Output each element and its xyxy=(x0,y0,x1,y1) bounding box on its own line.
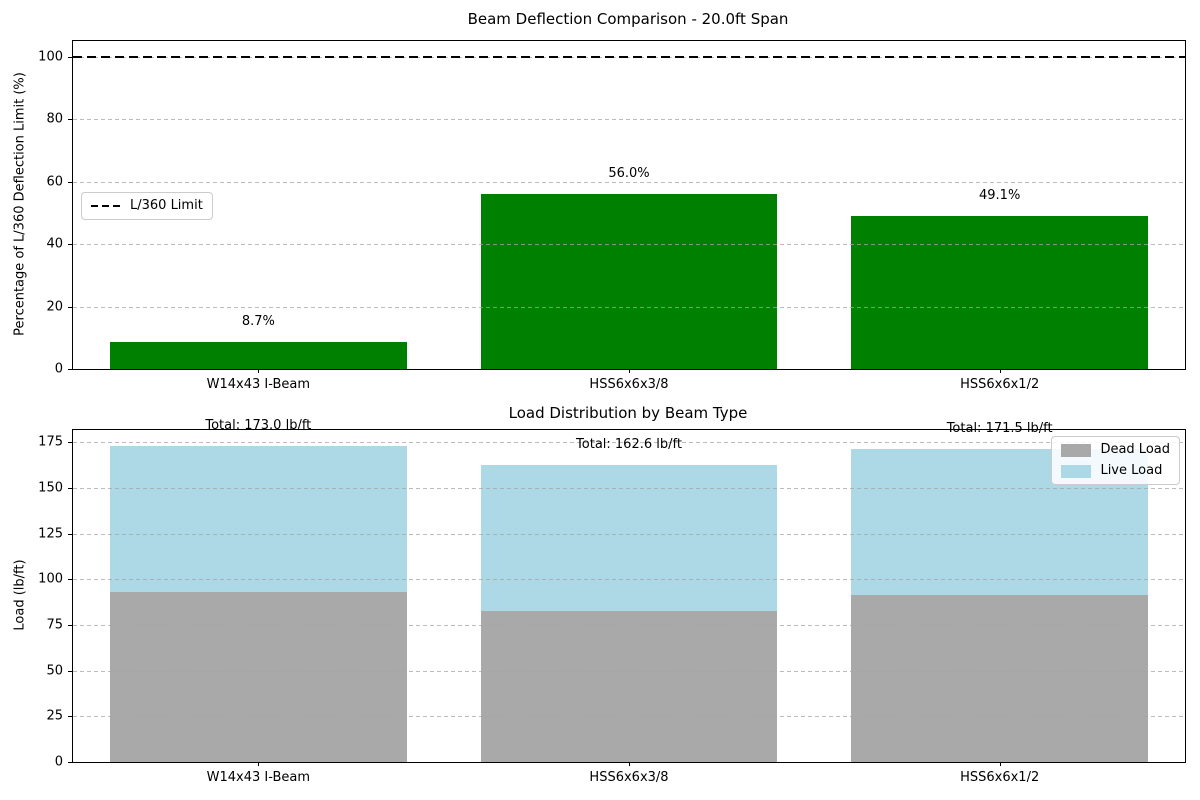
legend-color-swatch xyxy=(1061,464,1092,478)
legend-entry: Dead Load xyxy=(1061,443,1170,457)
legend-dashed-line-sample xyxy=(91,205,121,207)
x-tick-label: W14x43 I-Beam xyxy=(206,770,311,785)
bar-value-label: 56.0% xyxy=(608,166,650,182)
y-tick-label: 0 xyxy=(54,361,63,377)
y-tick-label: 100 xyxy=(38,571,63,587)
load-plot-area: 0 25 50 75 100 125 150 175 W14x43 I-Beam HSS6x6x3… xyxy=(38,418,1186,785)
dead-load-bar xyxy=(851,594,1148,762)
y-tick-label: 25 xyxy=(46,708,63,724)
y-tick-mark xyxy=(68,56,72,58)
y-tick-mark xyxy=(68,533,72,535)
deflection-bar xyxy=(851,215,1148,369)
y-tick-label: 125 xyxy=(38,526,63,542)
y-tick-label: 175 xyxy=(38,434,63,450)
x-tick-mark xyxy=(258,369,260,373)
y-tick-label: 50 xyxy=(46,663,63,679)
y-tick-mark xyxy=(68,716,72,718)
live-load-bar xyxy=(480,464,778,612)
x-tick-label: HSS6x6x3/8 xyxy=(589,770,669,785)
y-tick-mark xyxy=(68,369,72,370)
y-tick-label: 60 xyxy=(46,174,63,190)
deflection-chart-title: Beam Deflection Comparison - 20.0ft Span xyxy=(467,10,789,28)
load-chart-title: Load Distribution by Beam Type xyxy=(508,404,748,422)
y-tick-mark xyxy=(68,670,72,672)
y-tick-label: 100 xyxy=(38,49,63,65)
dead-load-bar xyxy=(480,611,778,762)
legend-label: L/360 Limit xyxy=(130,198,203,213)
legend-color-swatch xyxy=(1061,443,1092,457)
gridline xyxy=(73,119,1185,121)
x-tick-mark xyxy=(629,762,630,766)
gridline xyxy=(73,181,1185,183)
limit-line xyxy=(73,55,1185,58)
bar-total-label: Total: 171.5 lb/ft xyxy=(946,420,1053,436)
y-tick-label: 75 xyxy=(46,617,63,633)
x-tick-mark xyxy=(999,762,1001,766)
legend: Dead Load Live Load xyxy=(1051,436,1180,485)
legend-label: Dead Load xyxy=(1100,442,1170,457)
bar-value-label: 49.1% xyxy=(979,187,1021,203)
legend-entry: L/360 Limit xyxy=(91,199,203,213)
y-tick-mark xyxy=(68,762,72,763)
y-tick-mark xyxy=(68,579,72,581)
deflection-bar xyxy=(480,194,778,369)
y-tick-label: 20 xyxy=(46,299,63,315)
y-tick-mark xyxy=(68,181,72,183)
x-tick-mark xyxy=(999,369,1001,373)
y-tick-mark xyxy=(68,487,72,489)
bar-total-label: Total: 173.0 lb/ft xyxy=(205,417,312,433)
bar-total-label: Total: 162.6 lb/ft xyxy=(576,436,682,452)
y-tick-label: 40 xyxy=(46,236,63,252)
y-tick-mark xyxy=(68,624,72,626)
live-load-bar xyxy=(110,445,407,592)
dead-load-bar xyxy=(110,592,407,762)
x-tick-mark xyxy=(258,762,260,766)
deflection-bar xyxy=(110,341,407,369)
y-tick-mark xyxy=(68,442,72,444)
deflection-plot-area: 0 20 40 60 80 100 W14x43 I-Beam HSS6x6x3/8 HSS6x… xyxy=(38,40,1186,392)
y-tick-label: 150 xyxy=(38,480,63,496)
x-tick-label: HSS6x6x3/8 xyxy=(589,377,669,392)
legend-entry: Live Load xyxy=(1061,464,1170,478)
y-tick-label: 0 xyxy=(54,754,63,770)
x-tick-label: HSS6x6x1/2 xyxy=(960,770,1040,785)
x-tick-mark xyxy=(629,369,630,373)
legend-label: Live Load xyxy=(1100,463,1163,478)
y-tick-label: 80 xyxy=(46,111,63,127)
y-tick-mark xyxy=(68,306,72,308)
y-tick-mark xyxy=(68,244,72,246)
x-tick-label: HSS6x6x1/2 xyxy=(960,377,1040,392)
legend: L/360 Limit xyxy=(81,192,213,220)
bar-value-label: 8.7% xyxy=(241,313,275,329)
x-tick-label: W14x43 I-Beam xyxy=(206,377,311,392)
y-tick-mark xyxy=(68,119,72,121)
